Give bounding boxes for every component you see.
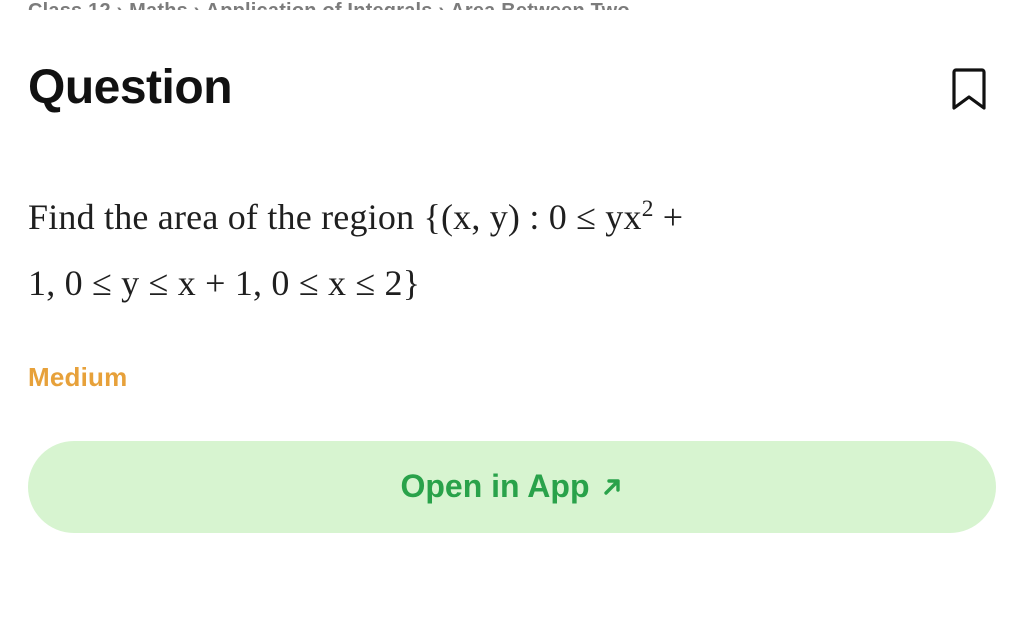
question-line-2: 1, 0 ≤ y ≤ x + 1, 0 ≤ x ≤ 2} [28,253,996,313]
open-in-app-button[interactable]: Open in App [28,441,996,533]
question-line-1-prefix: Find the area of the region {(x, y) : 0 … [28,197,642,237]
question-line-1-sup: 2 [642,196,654,222]
bookmark-icon[interactable] [950,66,988,110]
question-line-1: Find the area of the region {(x, y) : 0 … [28,187,996,247]
content-area: Question Find the area of the region {(x… [0,10,1024,533]
title-row: Question [28,60,996,115]
breadcrumb[interactable]: Class 12 › Maths › Application of Integr… [0,0,1024,10]
page-title: Question [28,60,232,115]
difficulty-badge: Medium [28,362,996,393]
open-in-app-label: Open in App [400,468,589,505]
question-text: Find the area of the region {(x, y) : 0 … [28,187,996,314]
arrow-up-right-icon [600,475,624,499]
question-line-1-suffix: + [654,197,684,237]
